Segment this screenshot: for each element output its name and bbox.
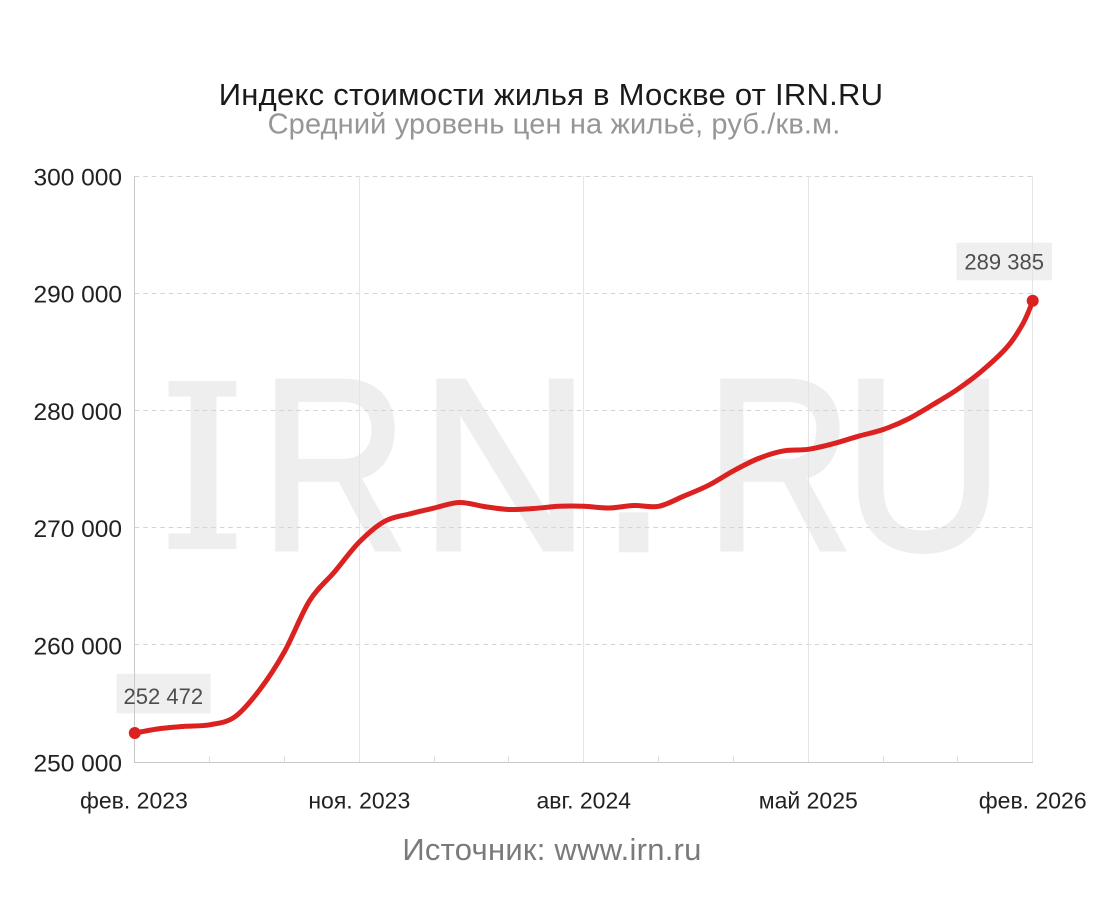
svg-text:260 000: 260 000: [33, 633, 122, 660]
svg-text:300 000: 300 000: [33, 165, 122, 192]
svg-text:252 472: 252 472: [124, 684, 204, 709]
svg-text:250 000: 250 000: [33, 751, 122, 778]
svg-text:май 2025: май 2025: [759, 787, 858, 813]
svg-text:фев. 2023: фев. 2023: [80, 787, 188, 813]
svg-text:Индекс стоимости жилья в Москв: Индекс стоимости жилья в Москве от IRN.R…: [219, 77, 883, 112]
svg-text:авг. 2024: авг. 2024: [537, 787, 632, 813]
svg-text:фев. 2026: фев. 2026: [979, 787, 1087, 813]
svg-text:Средний уровень цен на жильё,: Средний уровень цен на жильё, руб./кв.м.: [268, 109, 841, 141]
svg-text:290 000: 290 000: [33, 282, 122, 309]
svg-text:280 000: 280 000: [33, 399, 122, 426]
svg-text:R: R: [706, 329, 853, 602]
svg-text:.: .: [598, 267, 669, 616]
svg-text:N: N: [419, 328, 590, 601]
svg-text:ноя. 2023: ноя. 2023: [308, 787, 410, 813]
svg-text:Источник: www.irn.ru: Источник: www.irn.ru: [402, 832, 701, 867]
svg-text:R: R: [261, 329, 408, 602]
svg-text:289 385: 289 385: [964, 250, 1044, 275]
svg-text:270 000: 270 000: [33, 516, 122, 543]
